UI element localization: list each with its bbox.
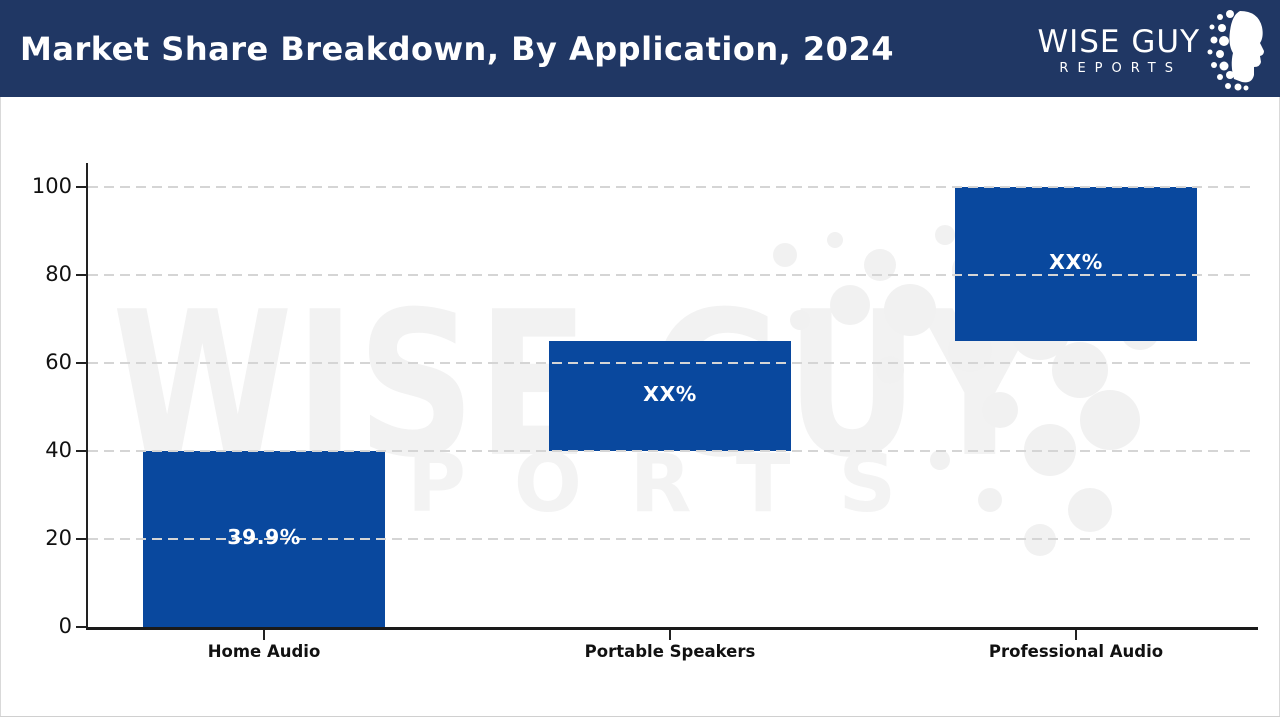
y-tick-label: 80 [45,262,72,286]
y-tick-label: 40 [45,438,72,462]
y-tick-mark [76,186,86,188]
y-tick-mark [76,626,86,628]
y-tick-mark [76,274,86,276]
y-axis-spine [86,163,88,627]
x-axis-label: Portable Speakers [584,642,756,661]
wise-guy-logo: WISE GUY REPORTS [1037,0,1266,97]
page-title: Market Share Breakdown, By Application, … [20,29,894,68]
bar-professional-audio [955,187,1197,341]
x-axis-spine [86,627,1258,630]
gridline-80 [88,274,1256,276]
logo-subtitle: REPORTS [1059,60,1183,76]
frame-bottom-border [0,716,1280,717]
logo-face-icon [1207,9,1264,90]
bar-value-label: XX% [1049,250,1103,274]
y-tick-label: 0 [58,614,72,638]
plot-area: 0 20 40 60 80 100 39.9% Home Audio XX% Portable S… [0,97,1280,716]
y-tick-label: 100 [31,174,72,198]
x-tick-mark [1075,630,1077,640]
y-tick-label: 60 [45,350,72,374]
gridline-100 [88,186,1256,188]
x-axis-label: Professional Audio [988,642,1164,661]
frame-left-border [0,97,1,716]
header-band: Market Share Breakdown, By Application, … [0,0,1280,97]
bar-portable-speakers [549,341,791,451]
bar-value-label: XX% [643,382,697,406]
gridline-20 [88,538,1256,540]
gridline-60 [88,362,1256,364]
logo-text: WISE GUY REPORTS [1037,23,1200,76]
x-axis-label: Home Audio [207,642,321,661]
y-tick-mark [76,450,86,452]
y-tick-mark [76,362,86,364]
y-tick-mark [76,538,86,540]
bar-value-label: 39.9% [227,525,301,550]
x-tick-mark [263,630,265,640]
logo-wordmark: WISE GUY [1037,23,1200,60]
y-tick-label: 20 [45,526,72,550]
gridline-40 [88,450,1256,452]
x-tick-mark [669,630,671,640]
